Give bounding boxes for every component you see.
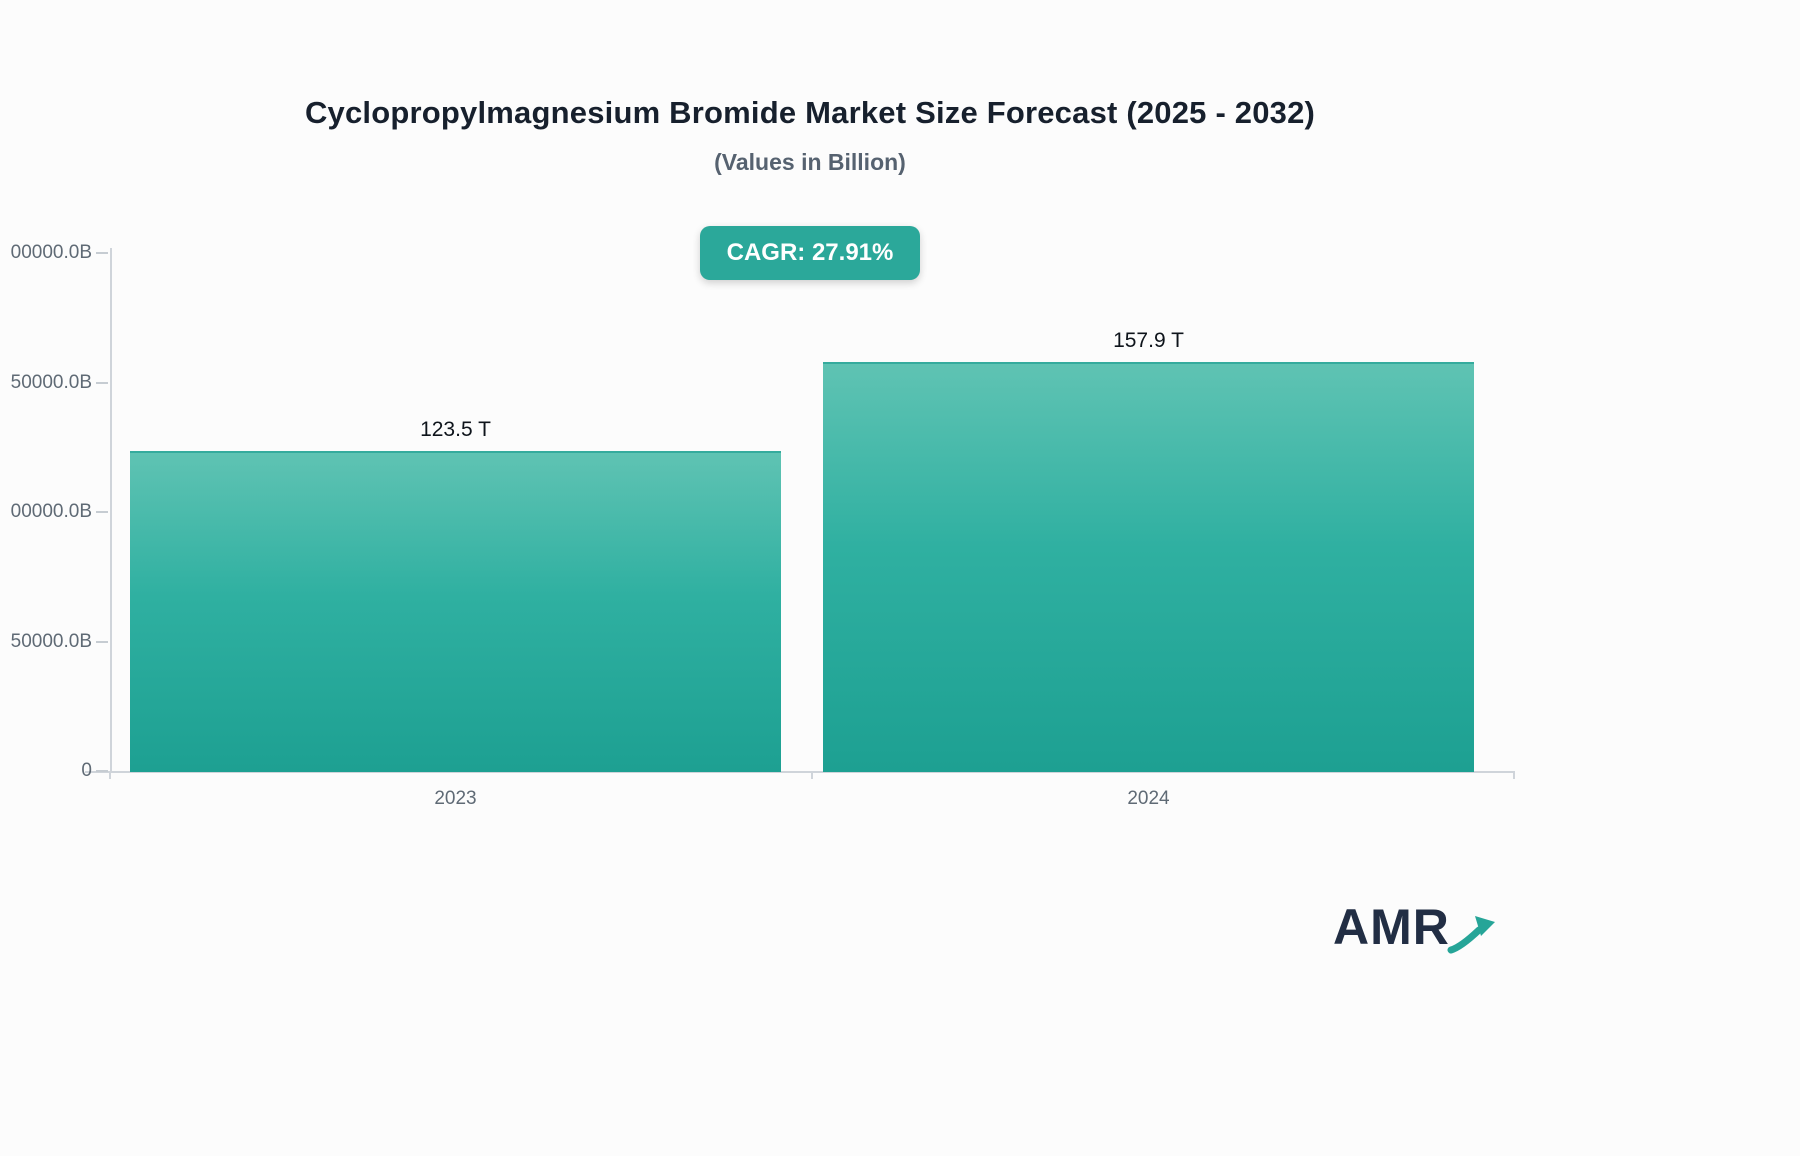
chart-title: Cyclopropylmagnesium Bromide Market Size… — [304, 95, 1316, 130]
y-axis-tick-mark — [96, 770, 108, 772]
chart-subtitle: (Values in Billion) — [714, 149, 906, 175]
y-axis-tick-mark — [96, 252, 108, 254]
bar-2024 — [823, 362, 1474, 772]
y-axis-tick-label: 00000.0B — [10, 242, 92, 263]
amr-logo-arrow-icon — [1447, 916, 1495, 954]
y-axis-tick-mark — [96, 640, 108, 643]
x-axis-label-2024: 2024 — [1127, 788, 1170, 809]
y-axis-tick-label: 50000.0B — [10, 371, 92, 393]
y-axis-tick-mark — [96, 381, 108, 384]
bar-2023 — [130, 451, 781, 772]
y-axis-tick-label: 50000.0B — [10, 630, 92, 652]
y-axis-line — [110, 248, 112, 773]
bar-value-label: 157.9 T — [1113, 329, 1184, 353]
x-axis-tick-mark — [811, 773, 813, 779]
x-axis-line — [85, 771, 1515, 773]
amr-logo-text: AMR — [1333, 899, 1450, 955]
cagr-badge-container: CAGR: 27.91% — [0, 226, 1620, 280]
y-axis-tick-label: 0 — [81, 760, 92, 781]
x-axis-tick-mark — [109, 773, 111, 779]
x-axis-tick-mark — [1513, 773, 1515, 779]
cagr-badge: CAGR: 27.91% — [699, 226, 921, 280]
y-axis-tick-label: 00000.0B — [10, 501, 92, 522]
amr-logo: AMR — [1333, 898, 1495, 960]
x-axis-label-2023: 2023 — [434, 788, 477, 809]
y-axis-tick-mark — [96, 511, 108, 513]
bar-value-label: 123.5 T — [420, 418, 491, 442]
